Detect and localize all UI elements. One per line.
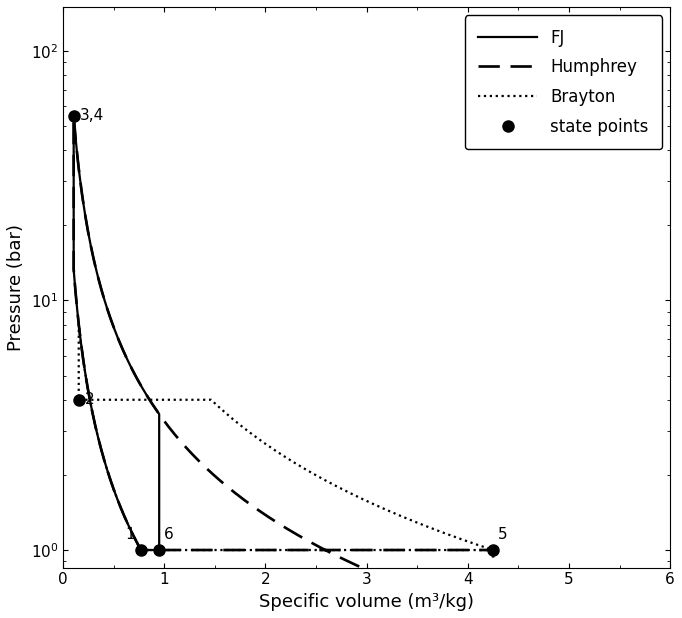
- X-axis label: Specific volume (m³/kg): Specific volume (m³/kg): [259, 593, 474, 611]
- Text: 5: 5: [498, 527, 508, 542]
- Y-axis label: Pressure (bar): Pressure (bar): [7, 224, 25, 351]
- Text: 1: 1: [125, 527, 135, 542]
- Text: 3,4: 3,4: [80, 108, 104, 123]
- Text: 6: 6: [164, 527, 174, 542]
- Text: 2: 2: [85, 392, 94, 407]
- Legend: FJ, Humphrey, Brayton, state points: FJ, Humphrey, Brayton, state points: [465, 15, 662, 149]
